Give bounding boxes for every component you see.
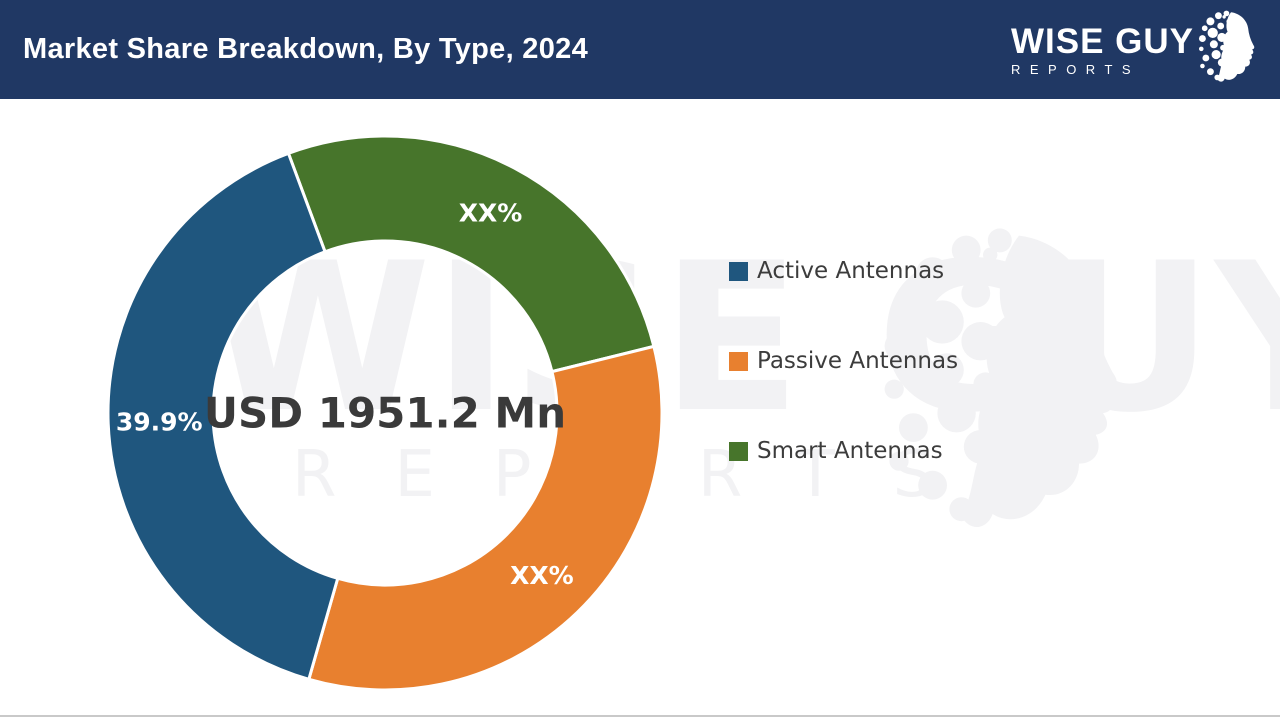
donut-chart: XX% XX% 39.9% bbox=[106, 134, 664, 692]
legend-item-smart-antennas: Smart Antennas bbox=[729, 438, 958, 464]
logo-wordmark: WISE GUY bbox=[1010, 21, 1194, 61]
logo-text: WISE GUY REPORTS bbox=[1011, 24, 1194, 77]
legend-label-active-antennas: Active Antennas bbox=[757, 258, 945, 284]
header-bar: Market Share Breakdown, By Type, 2024 WI… bbox=[0, 0, 1280, 99]
donut-slice-smart-antennas bbox=[286, 134, 656, 374]
slice-label-passive-antennas: XX% bbox=[510, 561, 574, 590]
legend-label-smart-antennas: Smart Antennas bbox=[757, 438, 943, 464]
legend-swatch-active-antennas bbox=[729, 261, 748, 281]
legend-item-passive-antennas: Passive Antennas bbox=[729, 348, 958, 374]
page-title: Market Share Breakdown, By Type, 2024 bbox=[23, 33, 589, 65]
legend: Active Antennas Passive Antennas Smart Ant… bbox=[729, 258, 958, 528]
legend-swatch-passive-antennas bbox=[729, 351, 748, 371]
wiseguy-logo: WISE GUY REPORTS bbox=[1011, 8, 1266, 92]
slice-label-smart-antennas: XX% bbox=[459, 199, 523, 228]
logo-face-icon bbox=[1196, 10, 1266, 90]
footer-divider bbox=[0, 715, 1280, 717]
donut-slice-passive-antennas bbox=[307, 344, 664, 692]
legend-swatch-smart-antennas bbox=[729, 441, 748, 461]
legend-item-active-antennas: Active Antennas bbox=[729, 258, 958, 284]
chart-center-value: USD 1951.2 Mn bbox=[203, 388, 567, 438]
legend-label-passive-antennas: Passive Antennas bbox=[757, 348, 959, 374]
slice-label-active-antennas: 39.9% bbox=[116, 407, 203, 436]
donut-slice-active-antennas bbox=[106, 151, 340, 681]
logo-subtitle: REPORTS bbox=[1010, 61, 1141, 77]
